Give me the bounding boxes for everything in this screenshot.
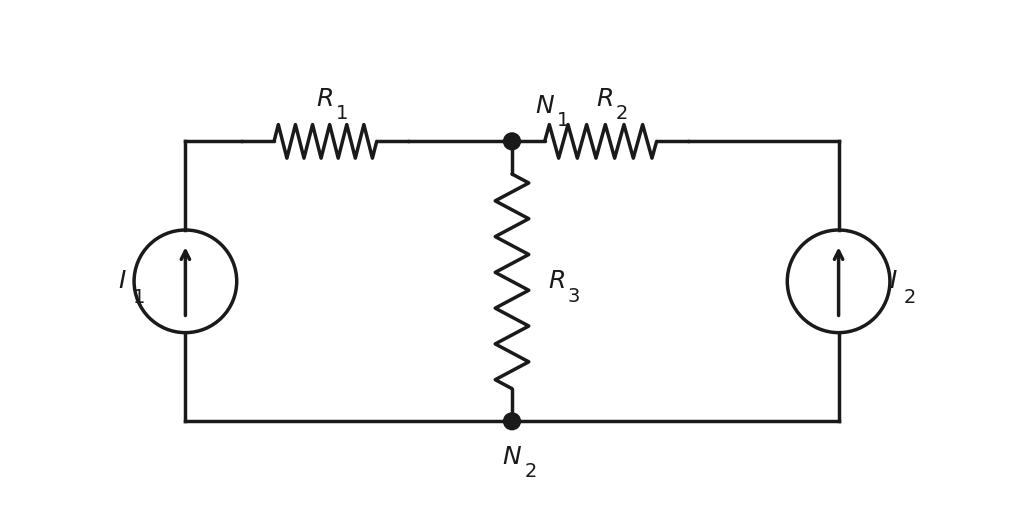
Text: 1: 1 <box>557 111 569 131</box>
Text: R: R <box>597 87 614 111</box>
Text: N: N <box>536 94 554 118</box>
Text: I: I <box>889 269 896 293</box>
Circle shape <box>504 133 520 150</box>
Text: 2: 2 <box>615 104 629 123</box>
Text: N: N <box>503 445 521 469</box>
Text: R: R <box>548 269 565 293</box>
Text: 3: 3 <box>567 287 580 306</box>
Text: 2: 2 <box>903 288 915 307</box>
Circle shape <box>504 413 520 430</box>
Text: 1: 1 <box>132 288 145 307</box>
Text: R: R <box>316 87 334 111</box>
Text: 1: 1 <box>336 104 348 123</box>
Text: 2: 2 <box>524 462 537 481</box>
Text: I: I <box>118 269 126 293</box>
